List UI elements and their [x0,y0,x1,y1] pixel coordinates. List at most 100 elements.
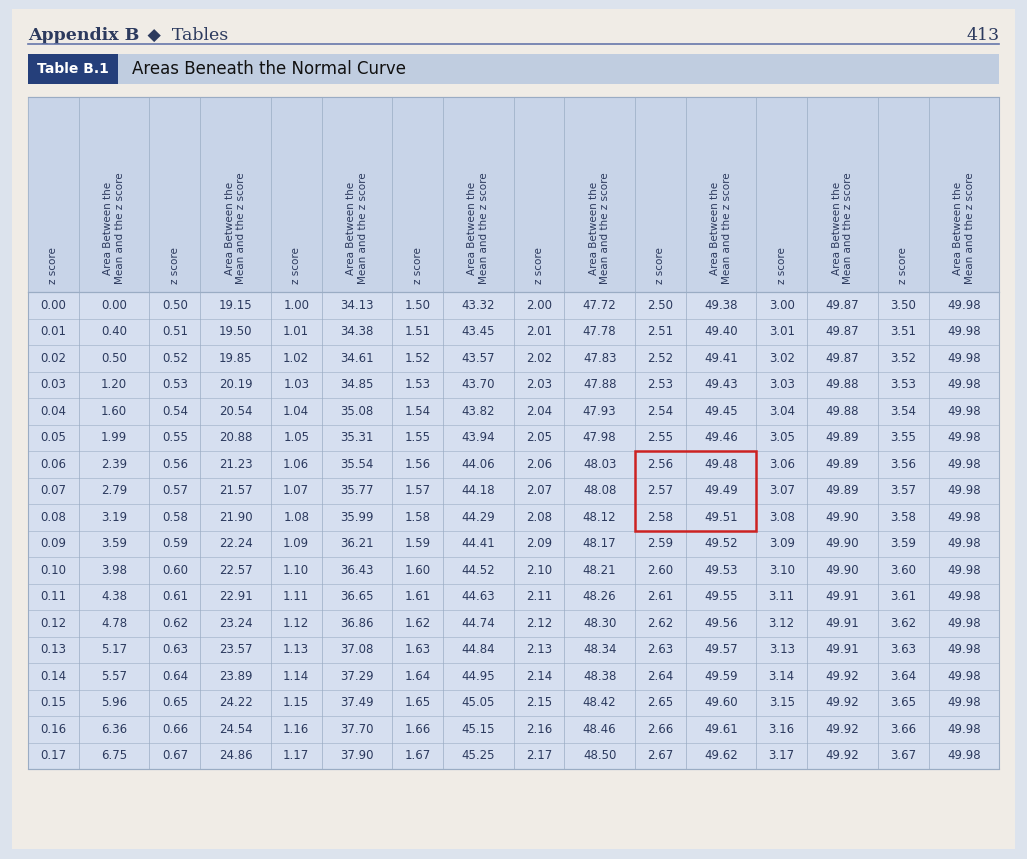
Text: 37.70: 37.70 [340,722,374,736]
Text: 49.91: 49.91 [826,643,860,656]
Text: 48.17: 48.17 [583,537,616,551]
Text: 1.12: 1.12 [283,617,309,630]
Text: 49.98: 49.98 [947,351,981,365]
Text: 49.53: 49.53 [705,564,737,576]
Text: 49.98: 49.98 [947,722,981,736]
Bar [28,97,999,769]
Text: 1.09: 1.09 [283,537,309,551]
Text: 19.15: 19.15 [219,299,253,312]
Text: 34.61: 34.61 [340,351,374,365]
Text: 1.08: 1.08 [283,511,309,524]
Text: 3.02: 3.02 [768,351,795,365]
Text: 0.54: 0.54 [162,405,188,417]
Bar [635,451,756,531]
Text: 1.55: 1.55 [405,431,430,444]
Text: 2.17: 2.17 [526,749,553,762]
Text: 22.57: 22.57 [219,564,253,576]
Text: 48.42: 48.42 [583,697,616,710]
Text: 0.12: 0.12 [40,617,67,630]
Text: 48.34: 48.34 [583,643,616,656]
Text: 2.51: 2.51 [647,326,674,338]
Text: 1.16: 1.16 [283,722,309,736]
Text: 49.62: 49.62 [705,749,737,762]
Text: 24.22: 24.22 [219,697,253,710]
Text: 2.53: 2.53 [647,378,674,391]
Text: 1.66: 1.66 [405,722,430,736]
Text: 2.61: 2.61 [647,590,674,603]
Text: 43.70: 43.70 [461,378,495,391]
Text: 0.58: 0.58 [162,511,188,524]
Text: 2.64: 2.64 [647,670,674,683]
Text: 0.04: 0.04 [40,405,67,417]
Text: Area Between the
Mean and the z score: Area Between the Mean and the z score [346,173,368,284]
Text: 48.08: 48.08 [583,484,616,497]
Text: 49.98: 49.98 [947,458,981,471]
Text: 3.01: 3.01 [768,326,795,338]
Text: 1.15: 1.15 [283,697,309,710]
Text: 19.50: 19.50 [219,326,253,338]
Text: 0.67: 0.67 [162,749,188,762]
Text: 0.00: 0.00 [40,299,67,312]
Text: z score: z score [898,247,908,284]
Text: 2.79: 2.79 [101,484,127,497]
Text: 44.41: 44.41 [461,537,495,551]
Text: 3.62: 3.62 [890,617,916,630]
Text: 44.84: 44.84 [461,643,495,656]
Text: 2.66: 2.66 [647,722,674,736]
Text: Area Between the
Mean and the z score: Area Between the Mean and the z score [711,173,732,284]
Text: 3.55: 3.55 [890,431,916,444]
Text: 3.17: 3.17 [768,749,795,762]
Text: 2.06: 2.06 [526,458,551,471]
Text: 0.59: 0.59 [162,537,188,551]
Text: 48.30: 48.30 [583,617,616,630]
Text: 49.43: 49.43 [705,378,737,391]
Bar [28,54,999,84]
Text: 2.54: 2.54 [647,405,674,417]
Text: 3.53: 3.53 [890,378,916,391]
Text: 0.62: 0.62 [162,617,188,630]
Text: 49.98: 49.98 [947,537,981,551]
Text: 20.54: 20.54 [219,405,253,417]
Text: 49.90: 49.90 [826,564,860,576]
Text: 1.63: 1.63 [405,643,430,656]
Text: 49.92: 49.92 [826,722,860,736]
Text: Area Between the
Mean and the z score: Area Between the Mean and the z score [467,173,489,284]
Text: 37.08: 37.08 [340,643,374,656]
Text: 49.98: 49.98 [947,643,981,656]
Text: 2.09: 2.09 [526,537,551,551]
Text: Area Between the
Mean and the z score: Area Between the Mean and the z score [225,173,246,284]
Text: 44.74: 44.74 [461,617,495,630]
Text: 0.40: 0.40 [101,326,127,338]
Text: 1.60: 1.60 [405,564,430,576]
Text: 3.11: 3.11 [768,590,795,603]
Text: 21.57: 21.57 [219,484,253,497]
Text: 2.10: 2.10 [526,564,551,576]
Text: 49.45: 49.45 [705,405,737,417]
Text: 49.98: 49.98 [947,511,981,524]
Text: 35.08: 35.08 [340,405,374,417]
Text: 1.61: 1.61 [405,590,430,603]
Text: 49.98: 49.98 [947,590,981,603]
Text: 24.86: 24.86 [219,749,253,762]
Text: 43.32: 43.32 [461,299,495,312]
Text: 1.01: 1.01 [283,326,309,338]
Text: 6.75: 6.75 [101,749,127,762]
Text: 1.06: 1.06 [283,458,309,471]
Text: 3.51: 3.51 [890,326,916,338]
Text: ◆  Tables: ◆ Tables [142,27,228,44]
Text: 1.02: 1.02 [283,351,309,365]
Text: 2.55: 2.55 [647,431,674,444]
Text: 35.77: 35.77 [340,484,374,497]
Text: 0.55: 0.55 [162,431,188,444]
Text: 49.98: 49.98 [947,564,981,576]
Text: 49.89: 49.89 [826,458,860,471]
Text: 23.57: 23.57 [219,643,253,656]
Text: 2.00: 2.00 [526,299,551,312]
Text: 0.08: 0.08 [40,511,67,524]
Text: 2.04: 2.04 [526,405,551,417]
Text: 44.06: 44.06 [461,458,495,471]
Text: 3.60: 3.60 [890,564,916,576]
Text: Table B.1: Table B.1 [37,62,109,76]
Text: 44.63: 44.63 [461,590,495,603]
Text: 3.10: 3.10 [768,564,795,576]
